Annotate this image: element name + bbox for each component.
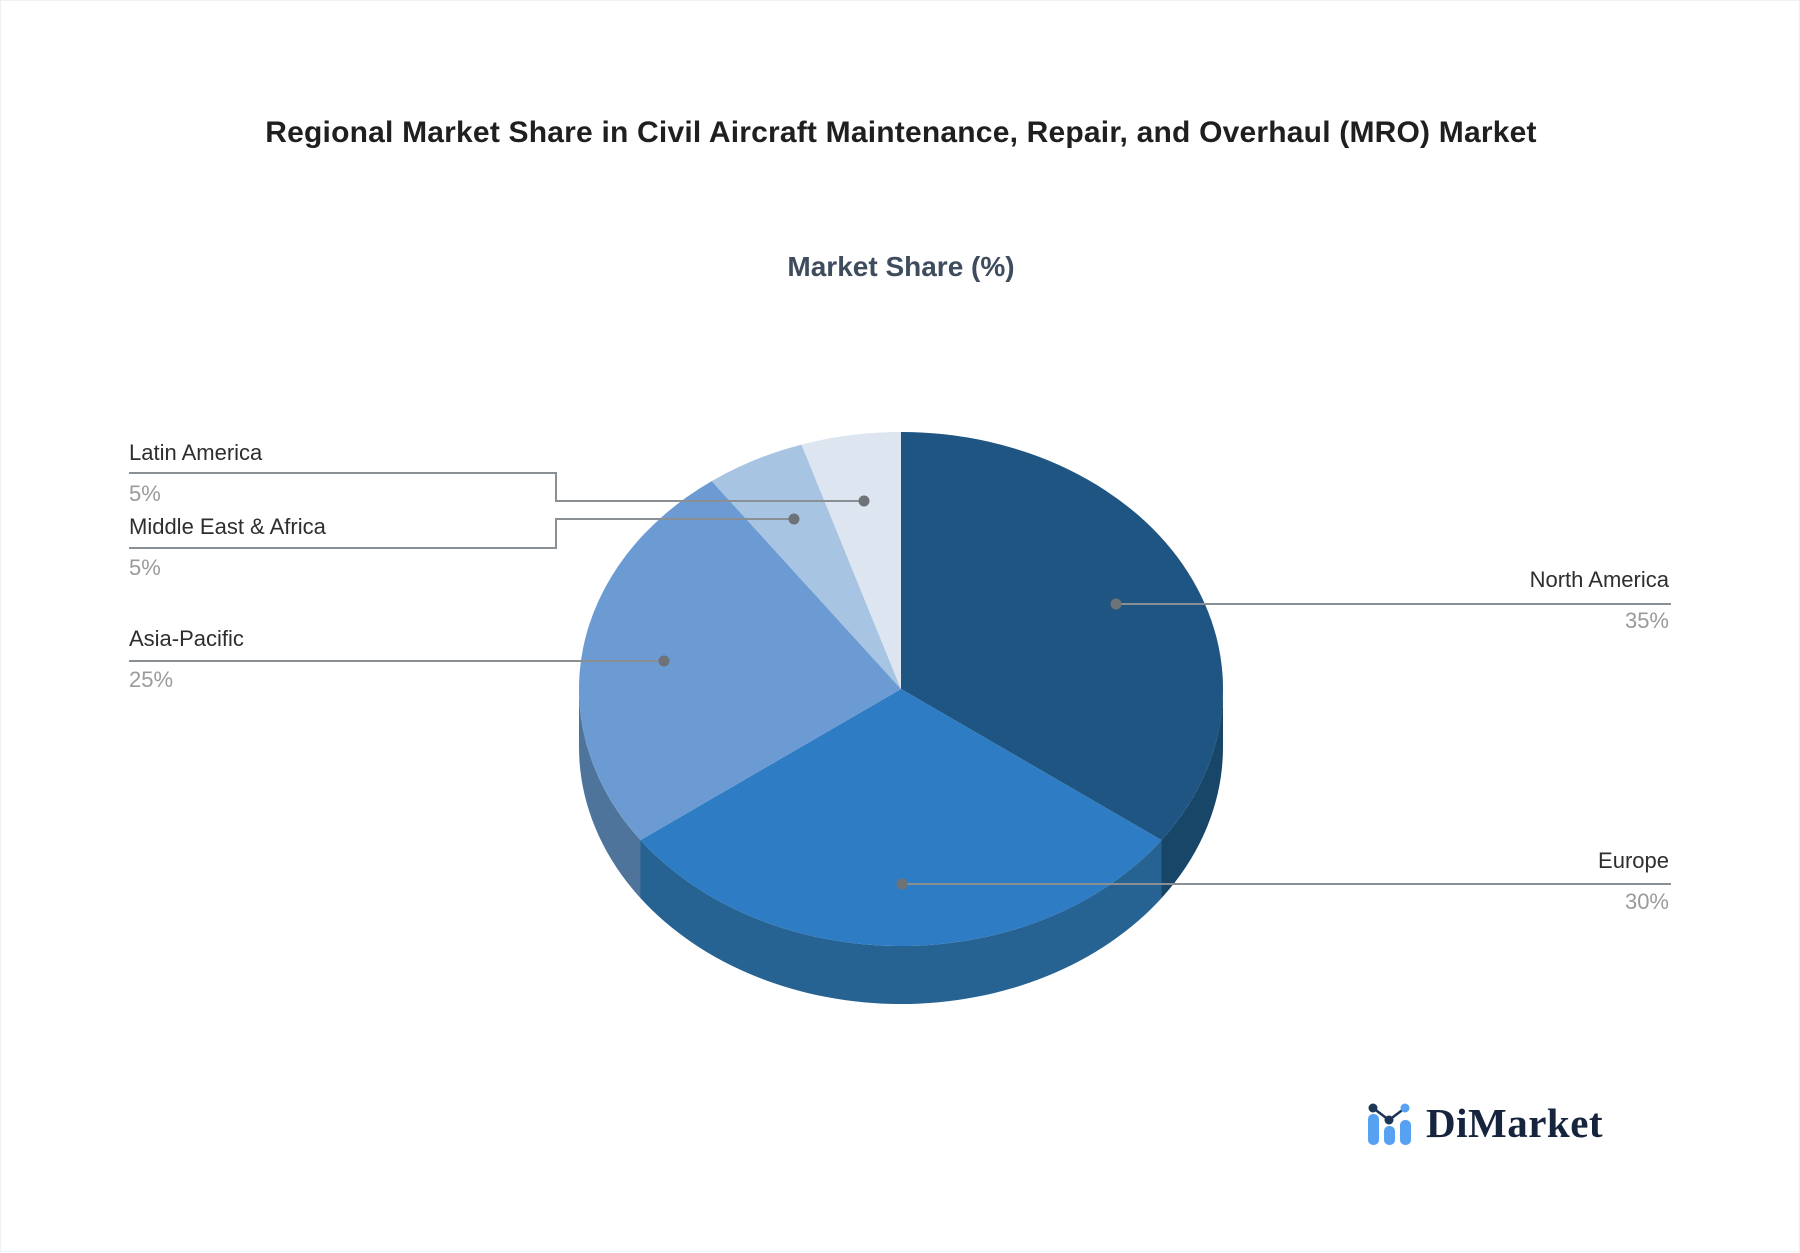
chart-title-text: Regional Market Share in Civil Aircraft … <box>265 116 1537 149</box>
pie-slice-middle-east-africa[interactable] <box>711 444 901 689</box>
callout-north-america: North America 35% <box>1530 568 1669 633</box>
chart-subtitle: Market Share (%) <box>787 251 1015 282</box>
pie-slice-europe[interactable] <box>640 689 1162 947</box>
callout-asia-pacific: Asia-Pacific 25% <box>129 627 244 692</box>
leader-dot-latin-america <box>858 495 870 507</box>
leader-line-middle-east-africa <box>129 518 794 549</box>
callout-middle-east-africa: Middle East & Africa 5% <box>129 515 326 580</box>
callout-label: Middle East & Africa <box>129 514 326 539</box>
pie-slice-latin-america[interactable] <box>801 432 902 689</box>
pie-side-europe <box>640 840 1162 1005</box>
pie-side-asia-pacific <box>578 689 641 899</box>
brand-bars-icon <box>1368 1103 1411 1145</box>
leader-dot-europe <box>896 878 908 890</box>
callout-value: 5% <box>129 555 161 580</box>
pie-side-north-america <box>1161 689 1223 899</box>
leader-dot-north-america <box>1110 598 1122 610</box>
callout-label: Latin America <box>129 440 263 465</box>
leader-dot-asia-pacific <box>658 655 670 667</box>
callout-label: North America <box>1529 567 1669 592</box>
callout-value: 5% <box>129 481 161 506</box>
leader-dot-middle-east-africa <box>788 513 800 525</box>
pie-slice-north-america[interactable] <box>901 432 1224 841</box>
callout-europe: Europe 30% <box>1598 849 1669 914</box>
brand-name: DiMarket <box>1426 1100 1604 1146</box>
pie-slice-asia-pacific[interactable] <box>578 481 901 841</box>
brand-watermark: DiMarket <box>1366 1095 1603 1151</box>
callout-value: 25% <box>129 667 174 692</box>
leader-line-latin-america <box>129 472 864 502</box>
callout-label: Asia-Pacific <box>129 626 244 651</box>
callout-value: 35% <box>1624 608 1669 633</box>
callout-value: 30% <box>1624 889 1669 914</box>
chart-title: Regional Market Share in Civil Aircraft … <box>1 109 1800 157</box>
callout-latin-america: Latin America 5% <box>129 441 262 506</box>
callout-label: Europe <box>1598 848 1669 873</box>
